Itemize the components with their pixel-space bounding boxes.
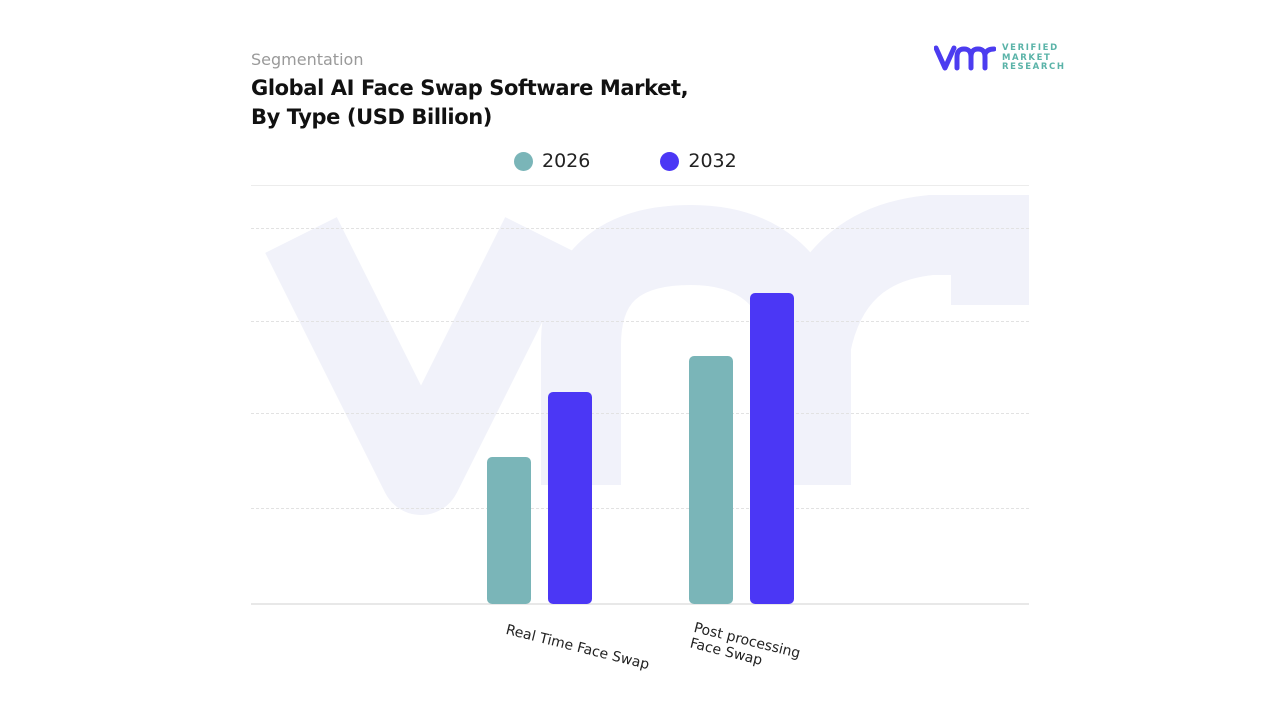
logo-line-2: MARKET: [1002, 52, 1052, 63]
legend-item-2032: 2032: [660, 150, 737, 172]
plot-area: [251, 185, 1029, 605]
vmr-logo-mark-icon: [934, 45, 996, 71]
chart-title: Global AI Face Swap Software Market, By …: [251, 74, 689, 132]
logo-line-1: VERIFIED: [1002, 43, 1059, 53]
legend-label: 2026: [542, 150, 591, 172]
chart-subtitle: Segmentation: [251, 50, 364, 69]
vmr-logo: VERIFIED MARKET RESEARCH: [934, 43, 1066, 73]
legend-label: 2032: [688, 150, 737, 172]
bar-real-time-2032: [548, 392, 592, 604]
gridline: [251, 321, 1029, 322]
bar-post-processing-2032: [750, 293, 794, 604]
chart-title-line-1: Global AI Face Swap Software Market,: [251, 76, 689, 100]
vmr-watermark-icon: [265, 195, 1029, 515]
bar-post-processing-2026: [689, 356, 733, 604]
x-tick-label-real-time: Real Time Face Swap: [504, 622, 651, 674]
legend-dot-icon: [514, 151, 533, 171]
x-tick-label-post-processing: Post processing Face Swap: [688, 620, 802, 669]
vmr-logo-text: VERIFIED MARKET RESEARCH: [1002, 43, 1066, 73]
x-axis-baseline: [251, 603, 1029, 605]
gridline: [251, 413, 1029, 414]
bar-real-time-2026: [487, 457, 531, 604]
legend-item-2026: 2026: [514, 150, 590, 172]
plot-top-border: [251, 185, 1029, 186]
logo-line-3: RESEARCH: [1002, 62, 1066, 72]
legend-dot-icon: [660, 151, 680, 171]
gridline: [251, 228, 1029, 229]
chart-title-line-2: By Type (USD Billion): [251, 105, 493, 129]
chart-legend: 2026 2032: [514, 150, 807, 172]
gridline: [251, 508, 1029, 509]
